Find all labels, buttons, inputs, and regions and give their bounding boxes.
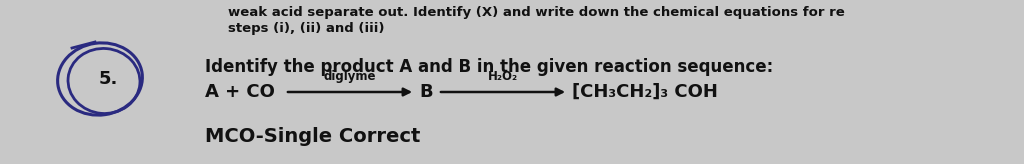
Text: steps (i), (ii) and (iii): steps (i), (ii) and (iii) [228, 22, 384, 35]
Text: MCO-Single Correct: MCO-Single Correct [205, 127, 421, 146]
Text: A + CO: A + CO [205, 83, 274, 101]
Text: 5.: 5. [98, 70, 118, 88]
Text: diglyme: diglyme [324, 70, 376, 83]
Text: H₂O₂: H₂O₂ [488, 70, 518, 83]
Text: Identify the product A and B in the given reaction sequence:: Identify the product A and B in the give… [205, 58, 773, 76]
Text: weak acid separate out. Identify (X) and write down the chemical equations for r: weak acid separate out. Identify (X) and… [228, 6, 845, 19]
Text: B: B [419, 83, 432, 101]
Text: [CH₃CH₂]₃ COH: [CH₃CH₂]₃ COH [572, 83, 718, 101]
